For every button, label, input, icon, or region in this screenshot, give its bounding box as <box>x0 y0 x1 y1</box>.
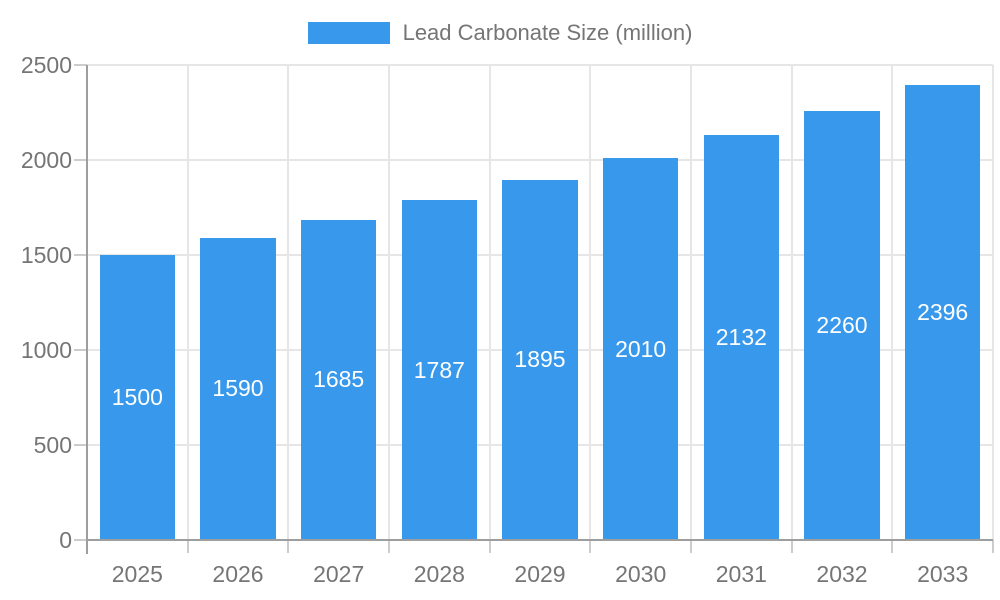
x-axis-tick <box>287 540 290 553</box>
bar[interactable]: 1895 <box>502 179 578 540</box>
x-axis-tick <box>186 540 189 553</box>
x-axis-tick <box>488 540 491 553</box>
x-gridline <box>488 65 491 540</box>
x-gridline <box>387 65 390 540</box>
y-axis-tick <box>74 254 87 256</box>
x-axis-tick <box>589 540 592 553</box>
y-axis-label: 500 <box>33 432 72 458</box>
x-axis-label: 2031 <box>715 561 767 587</box>
bar[interactable]: 2132 <box>703 134 780 540</box>
y-axis-tick <box>74 444 87 446</box>
bar-value-label: 1590 <box>212 375 264 402</box>
x-axis-label: 2026 <box>212 561 264 587</box>
bar-value-label: 1685 <box>313 366 365 393</box>
x-gridline <box>689 65 692 540</box>
bar-value-label: 2132 <box>715 323 767 350</box>
bar[interactable]: 1685 <box>300 219 377 540</box>
x-axis-label: 2032 <box>816 561 868 587</box>
x-axis-label: 2027 <box>313 561 365 587</box>
bar[interactable]: 2260 <box>804 110 880 540</box>
x-gridline <box>790 65 793 540</box>
bar-value-label: 1500 <box>111 384 163 410</box>
bar-value-label: 2010 <box>615 335 667 362</box>
x-gridline <box>891 65 894 540</box>
y-axis-tick <box>74 159 87 161</box>
y-axis-label: 1500 <box>20 242 72 268</box>
x-axis-tick <box>690 540 692 553</box>
x-gridline <box>589 65 592 540</box>
plot-area: 1500 1590 1685 1787 1895 2010 2132 2260 2396 <box>86 64 994 554</box>
x-axis-label: 2025 <box>111 561 163 587</box>
bar[interactable]: 1500 <box>99 255 176 540</box>
y-axis-line <box>86 65 88 554</box>
bar[interactable]: 2396 <box>904 84 981 540</box>
x-axis-tick <box>388 540 390 553</box>
x-axis-tick <box>790 540 793 553</box>
bar[interactable]: 2010 <box>602 158 679 540</box>
legend-label: Lead Carbonate Size (million) <box>402 20 693 45</box>
x-axis-tick <box>992 540 994 553</box>
x-gridline <box>287 65 290 540</box>
bar-value-label: 2396 <box>917 298 969 325</box>
legend: Lead Carbonate Size (million) <box>0 20 1000 46</box>
x-gridline <box>992 65 994 540</box>
bar[interactable]: 1787 <box>401 200 478 540</box>
bar[interactable]: 1590 <box>200 237 276 540</box>
y-axis-label: 0 <box>59 527 72 553</box>
x-axis-label: 2029 <box>514 561 566 587</box>
y-gridline <box>87 64 993 66</box>
bar-value-label: 2260 <box>816 311 868 338</box>
y-gridline <box>87 159 993 161</box>
y-axis-tick <box>74 349 87 351</box>
y-axis-tick <box>74 539 87 541</box>
x-axis-label: 2028 <box>413 561 465 587</box>
x-axis-label: 2033 <box>917 561 969 587</box>
y-axis-tick <box>74 64 87 66</box>
legend-swatch <box>307 22 390 44</box>
y-axis-label: 1000 <box>20 337 72 363</box>
y-axis-label: 2500 <box>20 52 72 78</box>
bar-value-label: 1895 <box>514 346 566 373</box>
y-axis-label: 2000 <box>20 147 72 173</box>
x-axis-label: 2030 <box>615 561 667 587</box>
x-axis-tick <box>891 540 894 553</box>
bar-value-label: 1787 <box>413 356 465 383</box>
x-axis-line <box>87 539 993 541</box>
x-gridline <box>186 65 189 540</box>
